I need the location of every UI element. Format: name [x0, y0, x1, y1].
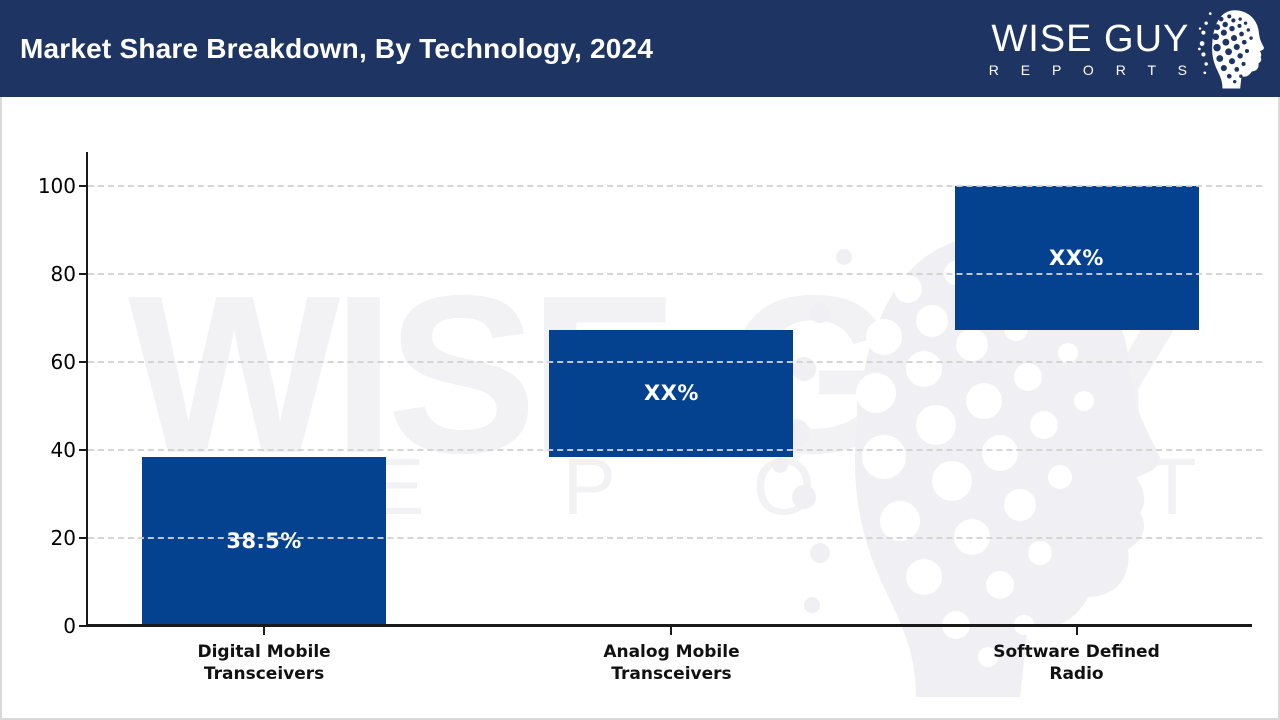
- brand-subtitle: R E P O R T S: [988, 61, 1196, 78]
- y-tick-label: 60: [50, 350, 76, 374]
- y-tick-mark: [79, 185, 88, 187]
- y-axis-line: [86, 152, 88, 626]
- category-label-line: Transceivers: [203, 664, 325, 684]
- plot-area: 38.5% XX% XX%: [79, 156, 1262, 635]
- y-tick-mark: [79, 625, 88, 627]
- gridline: [88, 185, 1262, 187]
- x-axis-labels: Digital Mobile Transceivers Analog Mobile T…: [88, 641, 1262, 705]
- category-label: Analog Mobile Transceivers: [501, 641, 841, 685]
- bar-segment: 38.5%: [142, 456, 387, 626]
- y-tick-label: 0: [63, 614, 76, 638]
- bar-value-label: XX%: [1049, 245, 1104, 270]
- category-label-line: Transceivers: [611, 664, 732, 684]
- category-label-line: Software Defined: [993, 642, 1160, 662]
- category-label: Digital Mobile Transceivers: [94, 641, 434, 685]
- bar-segment: XX%: [549, 329, 794, 457]
- y-tick-label: 20: [50, 526, 76, 550]
- header-bar: Market Share Breakdown, By Technology, 2…: [0, 0, 1280, 97]
- x-tick-mark: [670, 626, 673, 635]
- dotted-head-profile-icon: [1198, 9, 1264, 88]
- brand-name: WISE GUY: [991, 17, 1190, 60]
- brand-logo: WISE GUY R E P O R T S: [985, 8, 1280, 90]
- y-tick-label: 80: [50, 262, 76, 286]
- y-tick-label: 40: [50, 438, 76, 462]
- page-title: Market Share Breakdown, By Technology, 2…: [20, 32, 654, 64]
- y-axis-labels: 0 20 40 60 80 100: [0, 156, 76, 638]
- category-label-line: Radio: [1049, 664, 1104, 684]
- y-tick-mark: [79, 537, 88, 539]
- x-axis-line: [88, 624, 1252, 627]
- category-label: Software Defined Radio: [907, 641, 1247, 685]
- gridline: [88, 361, 1262, 363]
- gridline: [88, 449, 1262, 451]
- x-tick-mark: [1075, 626, 1078, 635]
- gridline: [88, 273, 1262, 275]
- bar-segment: XX%: [954, 186, 1199, 330]
- gridline: [88, 537, 1262, 539]
- bar-value-label: 38.5%: [226, 529, 302, 554]
- x-tick-mark: [263, 626, 266, 635]
- brand-logo-text: WISE GUY R E P O R T S: [985, 19, 1196, 79]
- y-tick-mark: [79, 273, 88, 275]
- category-label-line: Digital Mobile: [197, 642, 331, 662]
- bar-value-label: XX%: [644, 381, 699, 406]
- y-tick-mark: [79, 361, 88, 363]
- category-label-line: Analog Mobile: [603, 642, 740, 662]
- y-tick-mark: [79, 449, 88, 451]
- y-tick-label: 100: [37, 174, 76, 198]
